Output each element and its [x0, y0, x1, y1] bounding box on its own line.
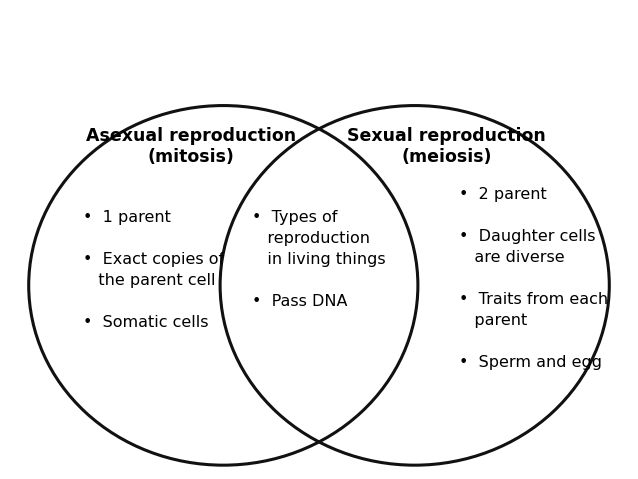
Text: •  Types of
   reproduction
   in living things

•  Pass DNA: • Types of reproduction in living things… [252, 210, 386, 309]
Text: Sexual reproduction
(meiosis): Sexual reproduction (meiosis) [347, 127, 546, 166]
Text: Asexual reproduction
(mitosis): Asexual reproduction (mitosis) [86, 127, 297, 166]
Text: •  2 parent

•  Daughter cells
   are diverse

•  Traits from each
   parent

• : • 2 parent • Daughter cells are diverse … [459, 187, 609, 370]
Text: •  1 parent

•  Exact copies of
   the parent cell

•  Somatic cells: • 1 parent • Exact copies of the parent … [83, 210, 224, 331]
Text: Read Pg. 98 and 99 and complete a Venn Diagram comparing sexual and
asexual repr: Read Pg. 98 and 99 and complete a Venn D… [13, 23, 638, 61]
